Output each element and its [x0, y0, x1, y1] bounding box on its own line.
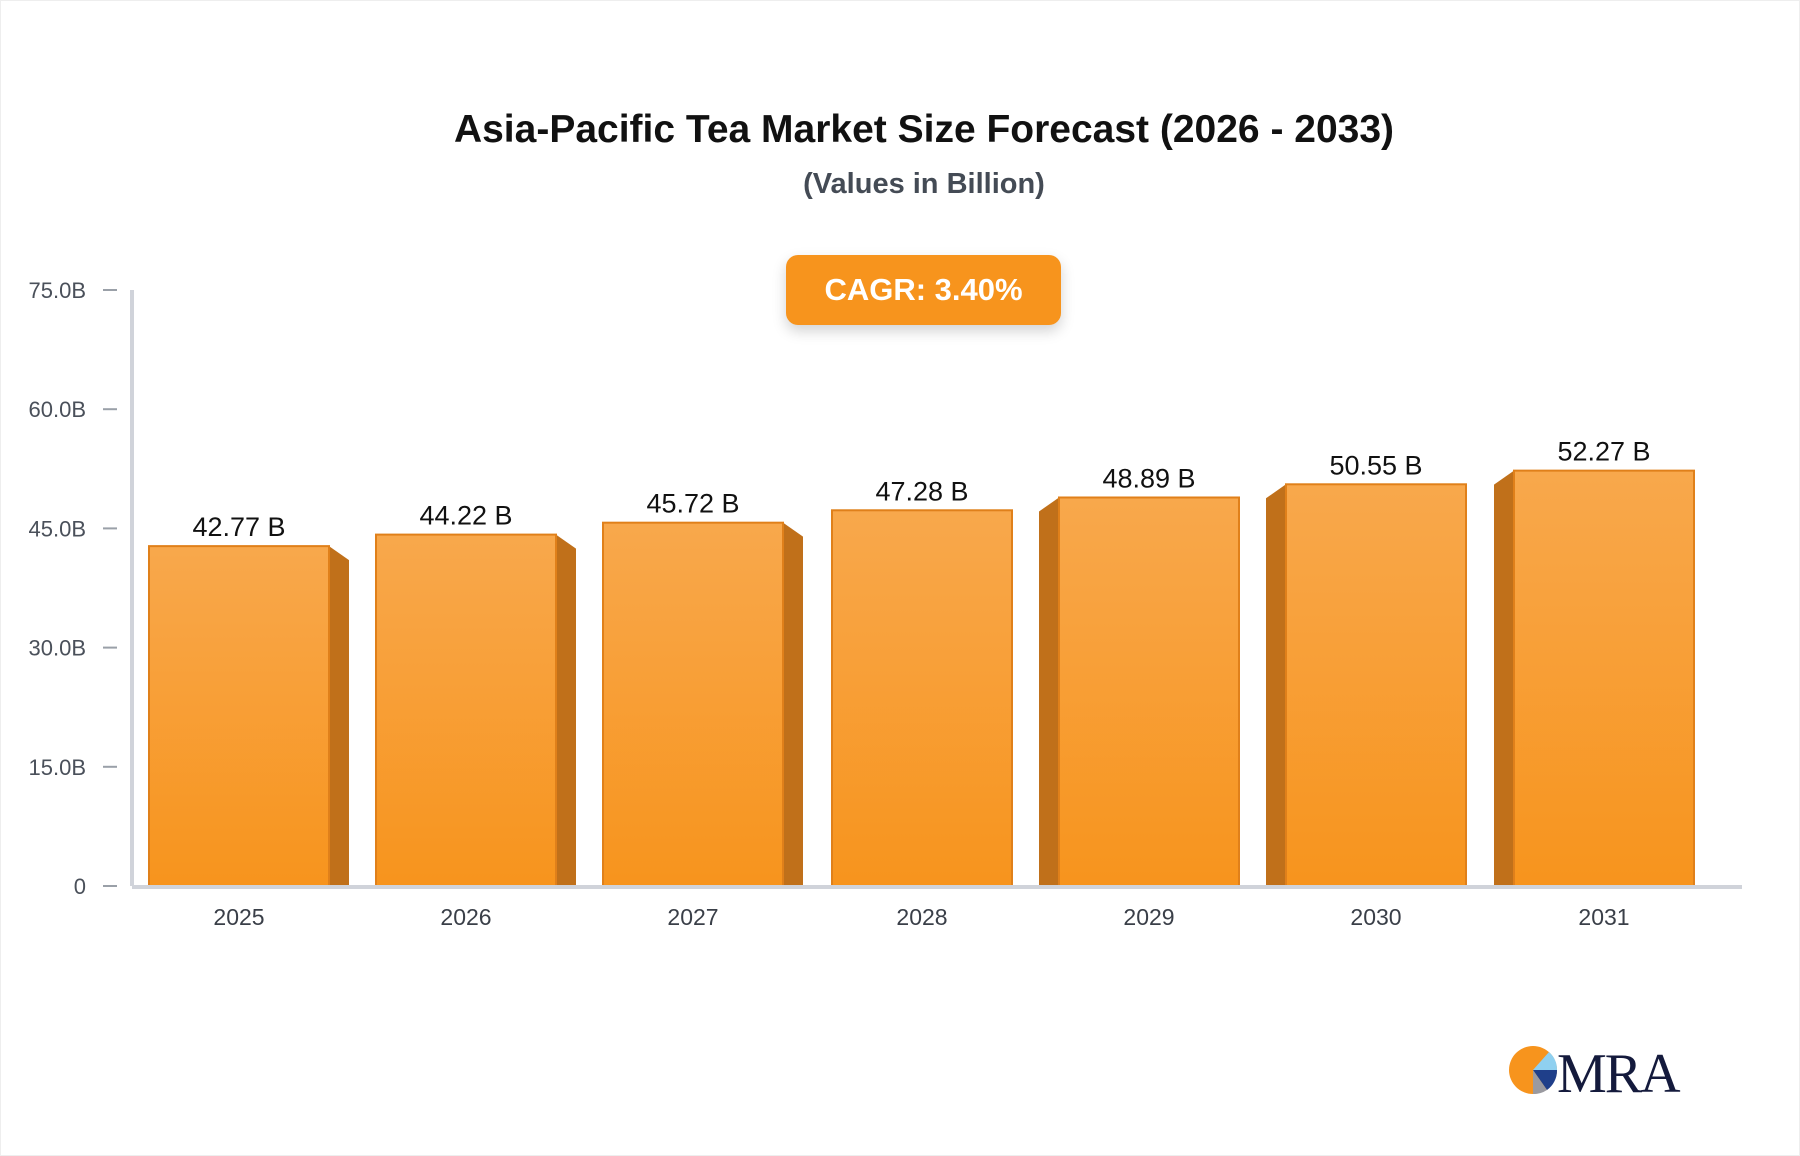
bar	[602, 521, 784, 887]
bar	[1513, 469, 1695, 887]
x-tick-label: 2029	[1123, 904, 1174, 930]
y-tick-label: 30.0B	[29, 636, 87, 661]
x-tick-label: 2028	[896, 904, 947, 930]
bar	[831, 509, 1013, 887]
cagr-badge: CAGR: 3.40%	[786, 255, 1061, 325]
bar	[1058, 496, 1240, 887]
bar-value-label: 45.72 B	[646, 489, 739, 519]
x-tick-label: 2030	[1350, 904, 1401, 930]
x-tick-label: 2031	[1578, 904, 1629, 930]
bar-side	[783, 522, 803, 886]
y-tick-label: 0	[74, 874, 86, 899]
y-tick-label: 60.0B	[29, 397, 87, 422]
bar-value-label: 42.77 B	[192, 512, 285, 542]
mra-logo: MRA	[1509, 1043, 1683, 1100]
bar-side	[556, 534, 576, 886]
y-tick-label: 75.0B	[29, 278, 87, 303]
chart-subtitle: (Values in Billion)	[803, 168, 1045, 200]
bar-side	[1494, 470, 1514, 886]
y-tick-label: 15.0B	[29, 755, 87, 780]
bar-side	[1039, 497, 1059, 886]
y-tick-label: 45.0B	[29, 516, 87, 541]
bar-value-label: 48.89 B	[1102, 463, 1195, 493]
x-tick-label: 2026	[440, 904, 491, 930]
x-tick-label: 2027	[667, 904, 718, 930]
bar-value-label: 50.55 B	[1329, 450, 1422, 480]
bar-value-label: 44.22 B	[419, 501, 512, 531]
bar	[375, 533, 557, 887]
bar	[148, 545, 330, 888]
bar-value-label: 52.27 B	[1557, 437, 1650, 467]
bar-side	[1266, 484, 1286, 886]
x-tick-label: 2025	[213, 904, 264, 930]
bar-side	[329, 546, 349, 886]
svg-text:MRA: MRA	[1557, 1043, 1681, 1100]
bar-value-label: 47.28 B	[875, 476, 968, 506]
chart-title: Asia-Pacific Tea Market Size Forecast (2…	[453, 108, 1395, 151]
bar	[1285, 483, 1467, 887]
